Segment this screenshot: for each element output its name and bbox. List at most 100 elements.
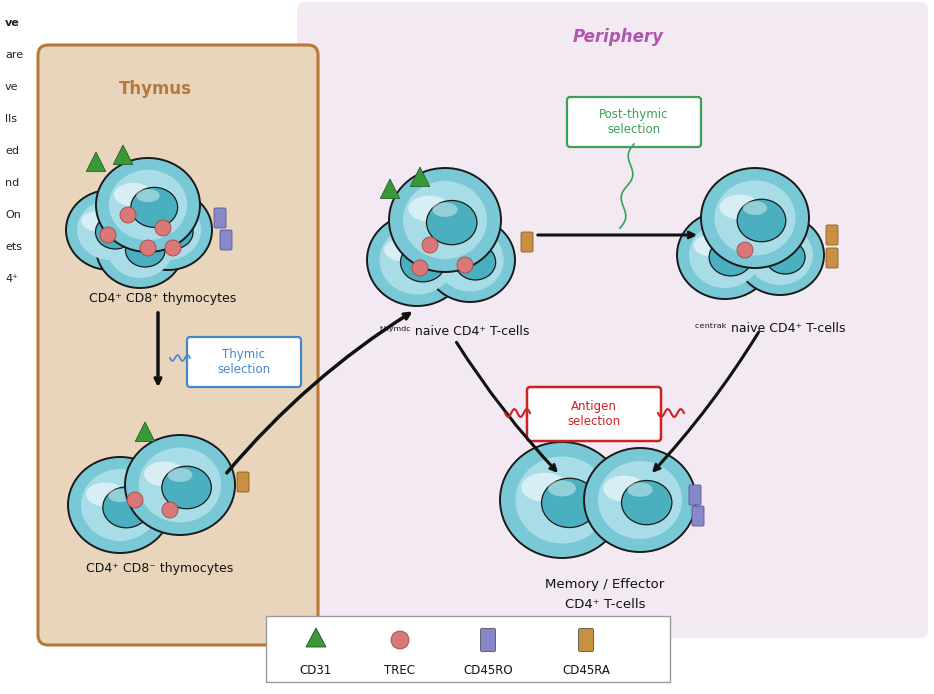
FancyBboxPatch shape (689, 485, 701, 505)
Ellipse shape (751, 236, 785, 256)
Ellipse shape (136, 189, 160, 202)
Ellipse shape (715, 180, 796, 255)
Ellipse shape (709, 239, 753, 276)
Ellipse shape (103, 487, 149, 528)
Ellipse shape (379, 226, 455, 294)
Ellipse shape (81, 469, 159, 541)
Text: ᶜᵉⁿᵗʳᵃᵏ naive CD4⁺ T-cells: ᶜᵉⁿᵗʳᵃᵏ naive CD4⁺ T-cells (695, 322, 845, 335)
FancyBboxPatch shape (527, 387, 661, 441)
Text: ᵗʰʸᵐᵈᶜ naive CD4⁺ T-cells: ᵗʰʸᵐᵈᶜ naive CD4⁺ T-cells (380, 325, 530, 338)
Ellipse shape (125, 435, 235, 535)
Circle shape (155, 220, 171, 236)
FancyBboxPatch shape (480, 629, 496, 652)
Ellipse shape (131, 187, 177, 228)
FancyBboxPatch shape (521, 232, 533, 252)
FancyBboxPatch shape (567, 97, 701, 147)
Ellipse shape (77, 200, 143, 260)
Ellipse shape (701, 168, 809, 268)
Ellipse shape (766, 240, 805, 274)
Ellipse shape (436, 228, 503, 291)
Ellipse shape (167, 468, 192, 482)
Ellipse shape (455, 244, 496, 280)
Text: CD31: CD31 (300, 664, 333, 677)
Ellipse shape (130, 235, 149, 246)
Text: nd: nd (5, 178, 20, 188)
Ellipse shape (162, 466, 211, 509)
Ellipse shape (403, 181, 487, 259)
Ellipse shape (441, 240, 474, 261)
Text: CD45RO: CD45RO (463, 664, 513, 677)
Polygon shape (380, 179, 400, 198)
Ellipse shape (124, 190, 212, 270)
Circle shape (100, 227, 116, 243)
Ellipse shape (86, 482, 125, 507)
Ellipse shape (747, 225, 813, 285)
Ellipse shape (100, 217, 120, 228)
Polygon shape (410, 167, 430, 187)
Ellipse shape (516, 457, 608, 543)
Circle shape (422, 237, 438, 253)
Circle shape (391, 631, 409, 649)
FancyBboxPatch shape (38, 45, 318, 645)
Circle shape (412, 260, 428, 276)
Text: ed: ed (5, 146, 19, 156)
Ellipse shape (139, 448, 221, 523)
Circle shape (737, 242, 753, 258)
Ellipse shape (500, 442, 624, 558)
Text: CD4⁺ CD8⁻ thymocytes: CD4⁺ CD8⁻ thymocytes (86, 562, 234, 575)
Ellipse shape (158, 217, 177, 228)
Text: 4⁺: 4⁺ (5, 274, 18, 284)
Ellipse shape (389, 168, 501, 272)
FancyBboxPatch shape (266, 616, 670, 682)
Circle shape (140, 240, 156, 256)
Ellipse shape (108, 489, 132, 502)
Ellipse shape (96, 208, 184, 288)
Text: lls: lls (5, 114, 17, 124)
FancyBboxPatch shape (214, 208, 226, 228)
Polygon shape (135, 422, 155, 441)
Text: CD4⁺ T-cells: CD4⁺ T-cells (565, 598, 645, 611)
Ellipse shape (542, 478, 598, 527)
Polygon shape (306, 628, 326, 647)
Ellipse shape (689, 222, 761, 288)
Ellipse shape (384, 238, 422, 262)
Polygon shape (113, 145, 133, 164)
Ellipse shape (66, 190, 154, 270)
FancyBboxPatch shape (237, 472, 249, 492)
FancyBboxPatch shape (220, 230, 232, 250)
Circle shape (457, 257, 473, 273)
FancyBboxPatch shape (578, 629, 593, 652)
Circle shape (162, 502, 178, 518)
Polygon shape (86, 152, 106, 171)
Ellipse shape (81, 211, 114, 231)
Ellipse shape (715, 240, 736, 253)
Ellipse shape (548, 480, 576, 496)
FancyBboxPatch shape (187, 337, 301, 387)
Text: CD4⁺ CD8⁺ thymocytes: CD4⁺ CD8⁺ thymocytes (90, 292, 236, 305)
Text: ve: ve (5, 82, 19, 92)
Text: Antigen
selection: Antigen selection (568, 400, 620, 428)
FancyBboxPatch shape (692, 506, 704, 526)
Ellipse shape (153, 215, 193, 249)
Ellipse shape (743, 201, 767, 215)
Ellipse shape (460, 246, 480, 257)
FancyBboxPatch shape (297, 2, 928, 638)
Text: On: On (5, 210, 21, 220)
Text: TREC: TREC (385, 664, 416, 677)
Circle shape (120, 207, 136, 223)
Ellipse shape (425, 218, 515, 302)
Ellipse shape (427, 201, 477, 245)
Ellipse shape (628, 482, 653, 497)
Ellipse shape (401, 243, 446, 282)
Circle shape (165, 240, 181, 256)
Text: are: are (5, 50, 23, 60)
Ellipse shape (96, 158, 200, 252)
Text: Post-thymic
selection: Post-thymic selection (600, 108, 669, 136)
Ellipse shape (125, 233, 165, 267)
Ellipse shape (109, 170, 187, 240)
Ellipse shape (603, 475, 645, 502)
Ellipse shape (598, 461, 682, 539)
FancyBboxPatch shape (826, 225, 838, 245)
Ellipse shape (68, 457, 172, 553)
Ellipse shape (144, 462, 185, 486)
